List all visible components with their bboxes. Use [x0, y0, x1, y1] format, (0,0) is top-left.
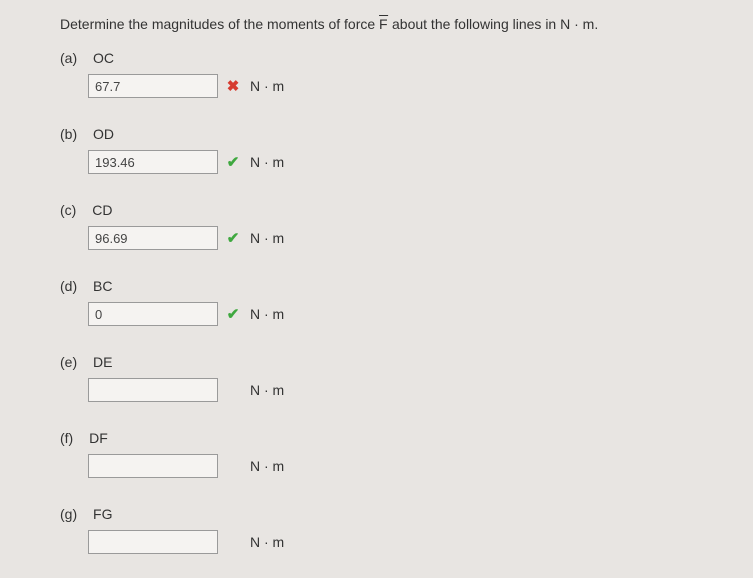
part-label: (b) OD	[60, 126, 723, 142]
part-letter: (a)	[60, 50, 77, 66]
part-label: (c) CD	[60, 202, 723, 218]
part-label: (e) DE	[60, 354, 723, 370]
part-letter: (b)	[60, 126, 77, 142]
answer-input-g[interactable]	[88, 530, 218, 554]
part-a: (a) OC ✖ N · m	[60, 50, 723, 98]
part-line: DE	[93, 354, 112, 370]
unit-label: N · m	[250, 458, 284, 474]
check-icon: ✔	[222, 305, 244, 323]
question-page: Determine the magnitudes of the moments …	[0, 0, 753, 554]
part-letter: (e)	[60, 354, 77, 370]
answer-input-e[interactable]	[88, 378, 218, 402]
part-line: DF	[89, 430, 108, 446]
part-line: BC	[93, 278, 112, 294]
part-letter: (d)	[60, 278, 77, 294]
part-line: CD	[92, 202, 112, 218]
part-line: OD	[93, 126, 114, 142]
part-d: (d) BC ✔ N · m	[60, 278, 723, 326]
prompt-text-pre: Determine the magnitudes of the moments …	[60, 16, 379, 32]
part-letter: (g)	[60, 506, 77, 522]
part-label: (d) BC	[60, 278, 723, 294]
unit-label: N · m	[250, 78, 284, 94]
part-f: (f) DF · N · m	[60, 430, 723, 478]
part-g: (g) FG · N · m	[60, 506, 723, 554]
answer-row: · N · m	[60, 530, 723, 554]
part-line: FG	[93, 506, 112, 522]
part-line: OC	[93, 50, 114, 66]
prompt-text-post: about the following lines in N · m.	[388, 16, 598, 32]
unit-label: N · m	[250, 382, 284, 398]
part-label: (f) DF	[60, 430, 723, 446]
part-letter: (f)	[60, 430, 73, 446]
answer-row: ✖ N · m	[60, 74, 723, 98]
check-icon: ✔	[222, 153, 244, 171]
question-prompt: Determine the magnitudes of the moments …	[60, 16, 723, 32]
answer-input-d[interactable]	[88, 302, 218, 326]
prompt-variable: F	[379, 16, 388, 32]
unit-label: N · m	[250, 306, 284, 322]
answer-input-c[interactable]	[88, 226, 218, 250]
part-b: (b) OD ✔ N · m	[60, 126, 723, 174]
cross-icon: ✖	[222, 77, 244, 95]
answer-row: ✔ N · m	[60, 150, 723, 174]
check-icon: ✔	[222, 229, 244, 247]
part-c: (c) CD ✔ N · m	[60, 202, 723, 250]
part-e: (e) DE · N · m	[60, 354, 723, 402]
answer-row: ✔ N · m	[60, 302, 723, 326]
answer-row: · N · m	[60, 378, 723, 402]
unit-label: N · m	[250, 534, 284, 550]
part-label: (g) FG	[60, 506, 723, 522]
answer-row: ✔ N · m	[60, 226, 723, 250]
answer-row: · N · m	[60, 454, 723, 478]
answer-input-b[interactable]	[88, 150, 218, 174]
answer-input-f[interactable]	[88, 454, 218, 478]
part-label: (a) OC	[60, 50, 723, 66]
answer-input-a[interactable]	[88, 74, 218, 98]
unit-label: N · m	[250, 154, 284, 170]
unit-label: N · m	[250, 230, 284, 246]
part-letter: (c)	[60, 202, 76, 218]
